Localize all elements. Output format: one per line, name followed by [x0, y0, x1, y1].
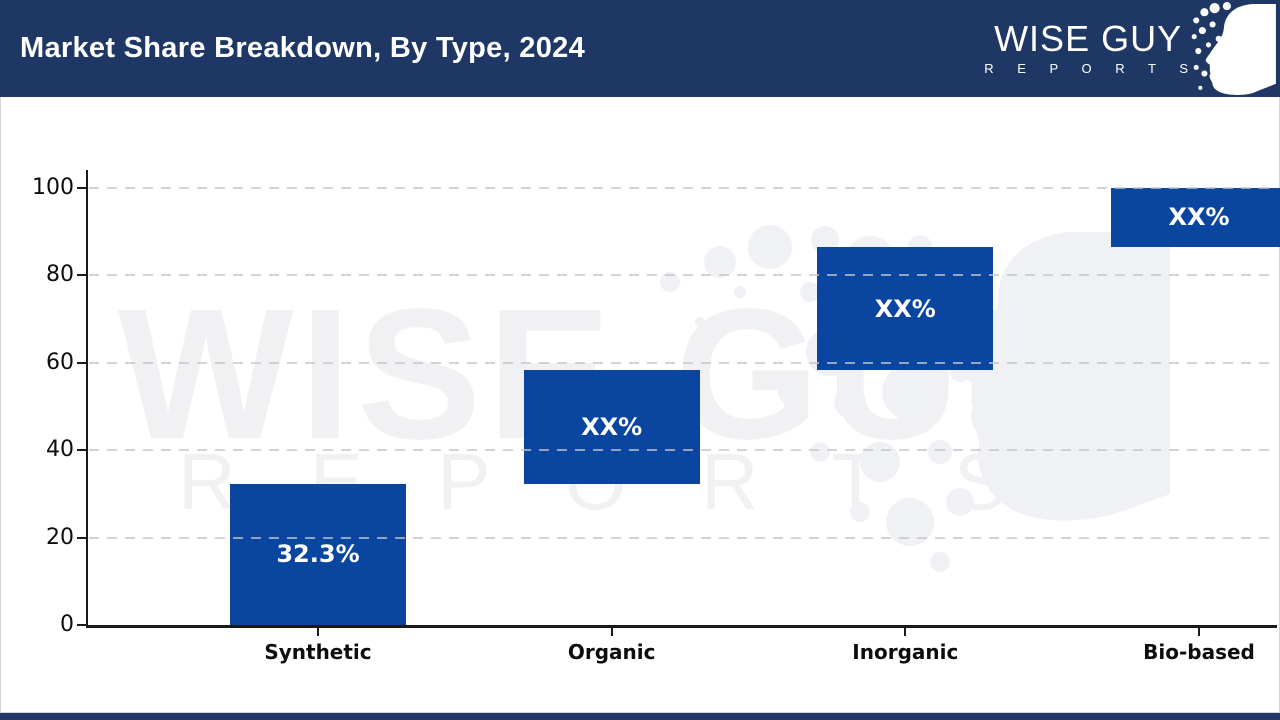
brand-name: WISE GUY: [994, 18, 1183, 59]
y-axis-line: [86, 170, 88, 627]
y-tick-label-40: 40: [46, 437, 74, 463]
x-tick-inorganic: [904, 628, 907, 636]
header-bar: Market Share Breakdown, By Type, 2024 WI…: [0, 0, 1280, 97]
gridline-60: [89, 361, 1277, 364]
x-tick-synthetic: [317, 628, 319, 636]
y-tick-0: [77, 624, 86, 626]
plot-area: 0 20 40 60 80 100 32.3% Synthetic XX% Organic XX% I…: [32, 170, 1280, 664]
y-tick-80: [77, 274, 86, 277]
gridline-20: [89, 536, 1277, 539]
y-tick-100: [77, 187, 86, 189]
bar-value-label: XX%: [581, 413, 643, 442]
gridline-100: [89, 187, 1277, 189]
page-title: Market Share Breakdown, By Type, 2024: [20, 32, 586, 64]
y-tick-20: [77, 536, 86, 539]
bar-value-label: XX%: [874, 294, 936, 323]
bar-synthetic: [230, 483, 406, 625]
y-tick-label-0: 0: [60, 612, 74, 637]
y-tick-40: [77, 449, 86, 452]
dotted-head-profile-icon: [1191, 1, 1276, 95]
y-tick-label-100: 100: [32, 175, 74, 200]
x-tick-bio-based: [1198, 628, 1200, 636]
brand-logo: WISE GUY R E P O R T S: [978, 0, 1278, 97]
y-tick-60: [77, 361, 86, 364]
gridline-80: [89, 274, 1277, 277]
x-category-label: Bio-based: [1143, 640, 1255, 664]
bar-value-label: 32.3%: [276, 540, 360, 569]
footer-bar: [0, 713, 1280, 720]
bar-inorganic: [817, 246, 994, 371]
bar-value-label: XX%: [1168, 203, 1230, 232]
gridline-40: [89, 449, 1277, 452]
x-tick-organic: [610, 628, 613, 636]
y-tick-label-80: 80: [46, 262, 74, 288]
bar-organic: [523, 370, 700, 484]
y-tick-label-20: 20: [46, 524, 74, 550]
brand-logo-text: WISE GUY R E P O R T S: [978, 18, 1198, 77]
x-category-label: Organic: [567, 640, 656, 664]
x-axis-line: [86, 625, 1277, 628]
x-category-label: Inorganic: [852, 640, 959, 664]
x-category-label: Synthetic: [264, 640, 372, 664]
brand-subname: R E P O R T S: [984, 61, 1198, 76]
y-tick-label-60: 60: [46, 349, 74, 375]
bar-bio-based: [1111, 188, 1280, 247]
